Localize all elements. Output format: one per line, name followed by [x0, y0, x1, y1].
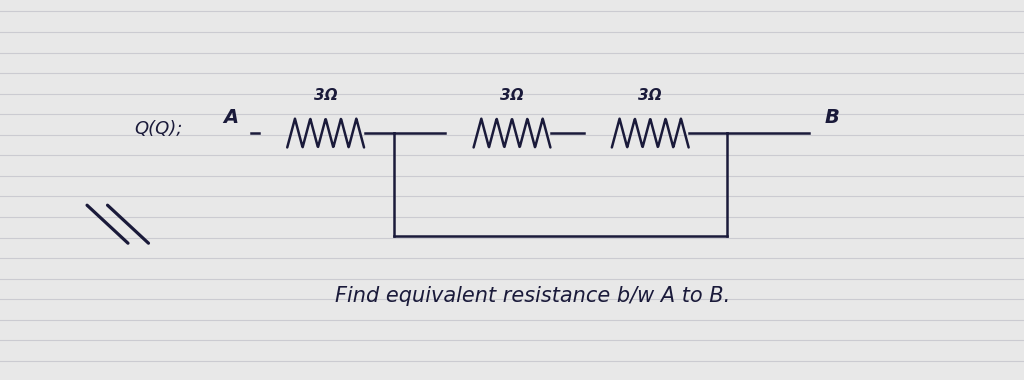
Text: 3Ω: 3Ω [313, 87, 338, 103]
Text: A: A [223, 108, 239, 127]
Text: B: B [824, 108, 840, 127]
Text: 3Ω: 3Ω [638, 87, 663, 103]
Text: 3Ω: 3Ω [500, 87, 524, 103]
Text: Find equivalent resistance b/w A to B.: Find equivalent resistance b/w A to B. [335, 287, 730, 306]
Text: Q(Q);: Q(Q); [134, 120, 183, 138]
